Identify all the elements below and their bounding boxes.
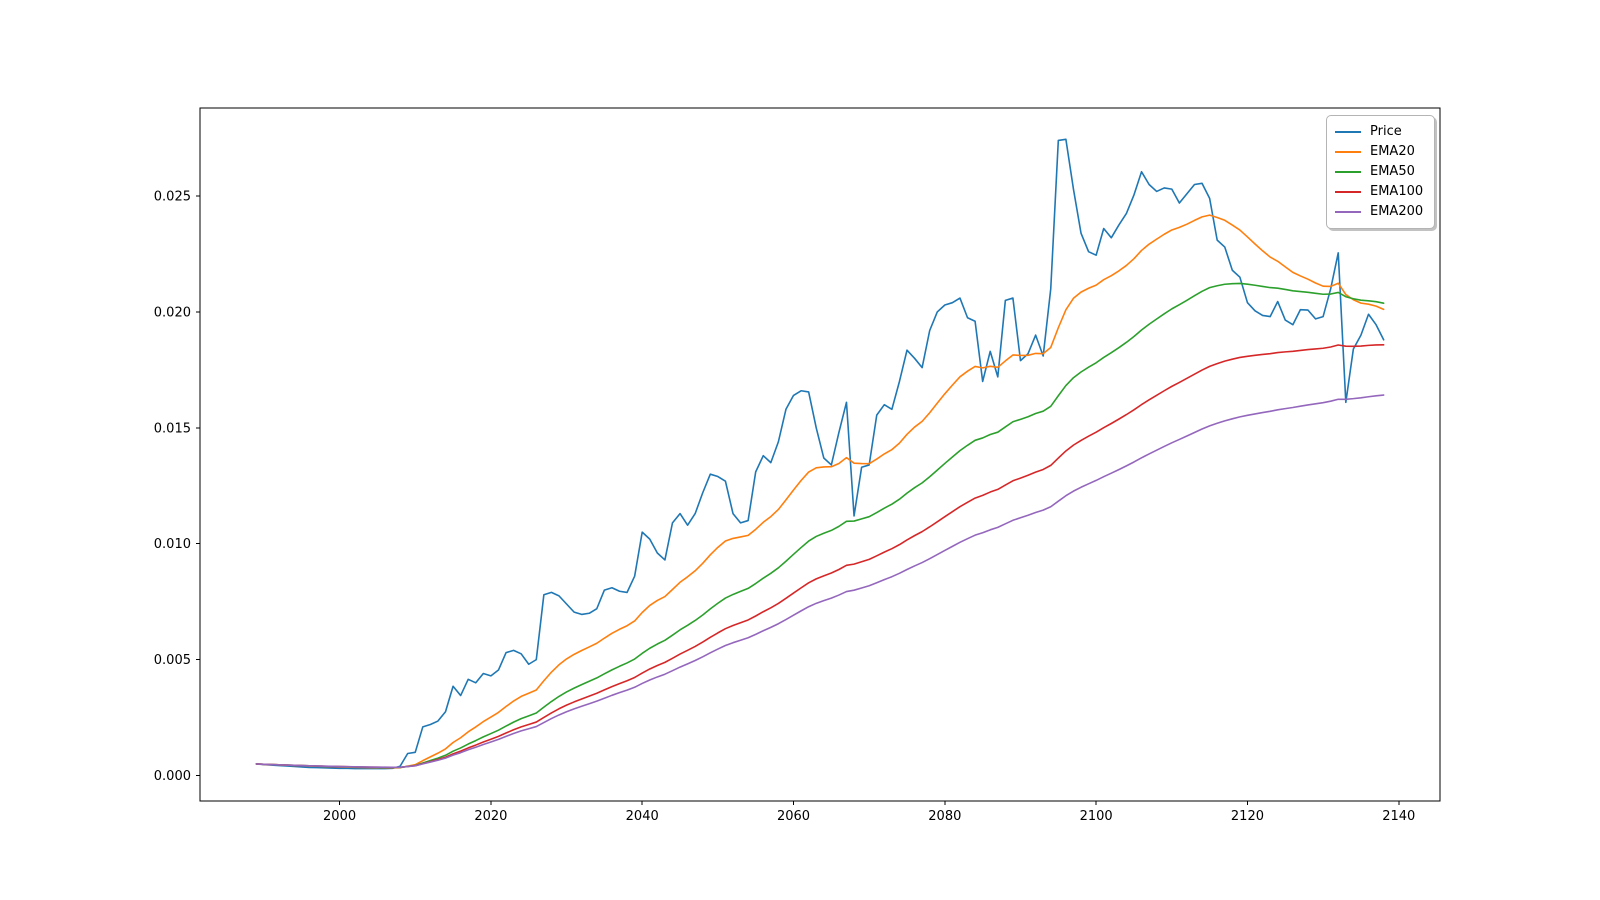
ema100-line-swatch xyxy=(1335,191,1361,193)
x-tick-label: 2100 xyxy=(1080,809,1113,824)
series-line-ema20 xyxy=(255,214,1385,769)
legend-entry-ema50: EMA50 xyxy=(1335,162,1426,182)
y-tick-label: 0.025 xyxy=(154,190,191,205)
legend-label: EMA200 xyxy=(1370,204,1424,219)
x-tick-label: 2060 xyxy=(777,809,810,824)
ema200-line-swatch xyxy=(1335,211,1361,213)
ema20-line-swatch xyxy=(1335,151,1361,153)
series-line-ema100 xyxy=(255,344,1385,769)
legend-entry-price: Price xyxy=(1335,122,1426,142)
legend-entry-ema100: EMA100 xyxy=(1335,182,1426,202)
legend-entry-ema200: EMA200 xyxy=(1335,202,1426,222)
x-tick-label: 2000 xyxy=(323,809,356,824)
y-tick-label: 0.015 xyxy=(154,421,191,436)
x-tick-label: 2080 xyxy=(928,809,961,824)
y-tick-label: 0.005 xyxy=(154,653,191,668)
x-tick-label: 2040 xyxy=(626,809,659,824)
x-tick-label: 2120 xyxy=(1231,809,1264,824)
y-tick-label: 0.010 xyxy=(154,537,191,552)
series-line-price xyxy=(255,138,1385,770)
legend-entry-ema20: EMA20 xyxy=(1335,142,1426,162)
x-tick-label: 2140 xyxy=(1382,809,1415,824)
legend-label: Price xyxy=(1370,124,1402,139)
legend-label: EMA20 xyxy=(1370,144,1415,159)
y-tick-label: 0.020 xyxy=(154,305,191,320)
legend: Price EMA20 EMA50 EMA100 EMA200 xyxy=(1326,115,1435,229)
plot-area xyxy=(199,107,1441,802)
price-line-swatch xyxy=(1335,131,1361,133)
series-line-ema50 xyxy=(255,282,1385,769)
x-tick-label: 2020 xyxy=(474,809,507,824)
legend-label: EMA50 xyxy=(1370,164,1415,179)
legend-label: EMA100 xyxy=(1370,184,1424,199)
ema50-line-swatch xyxy=(1335,171,1361,173)
series-line-ema200 xyxy=(255,394,1385,769)
y-tick-label: 0.000 xyxy=(154,769,191,784)
